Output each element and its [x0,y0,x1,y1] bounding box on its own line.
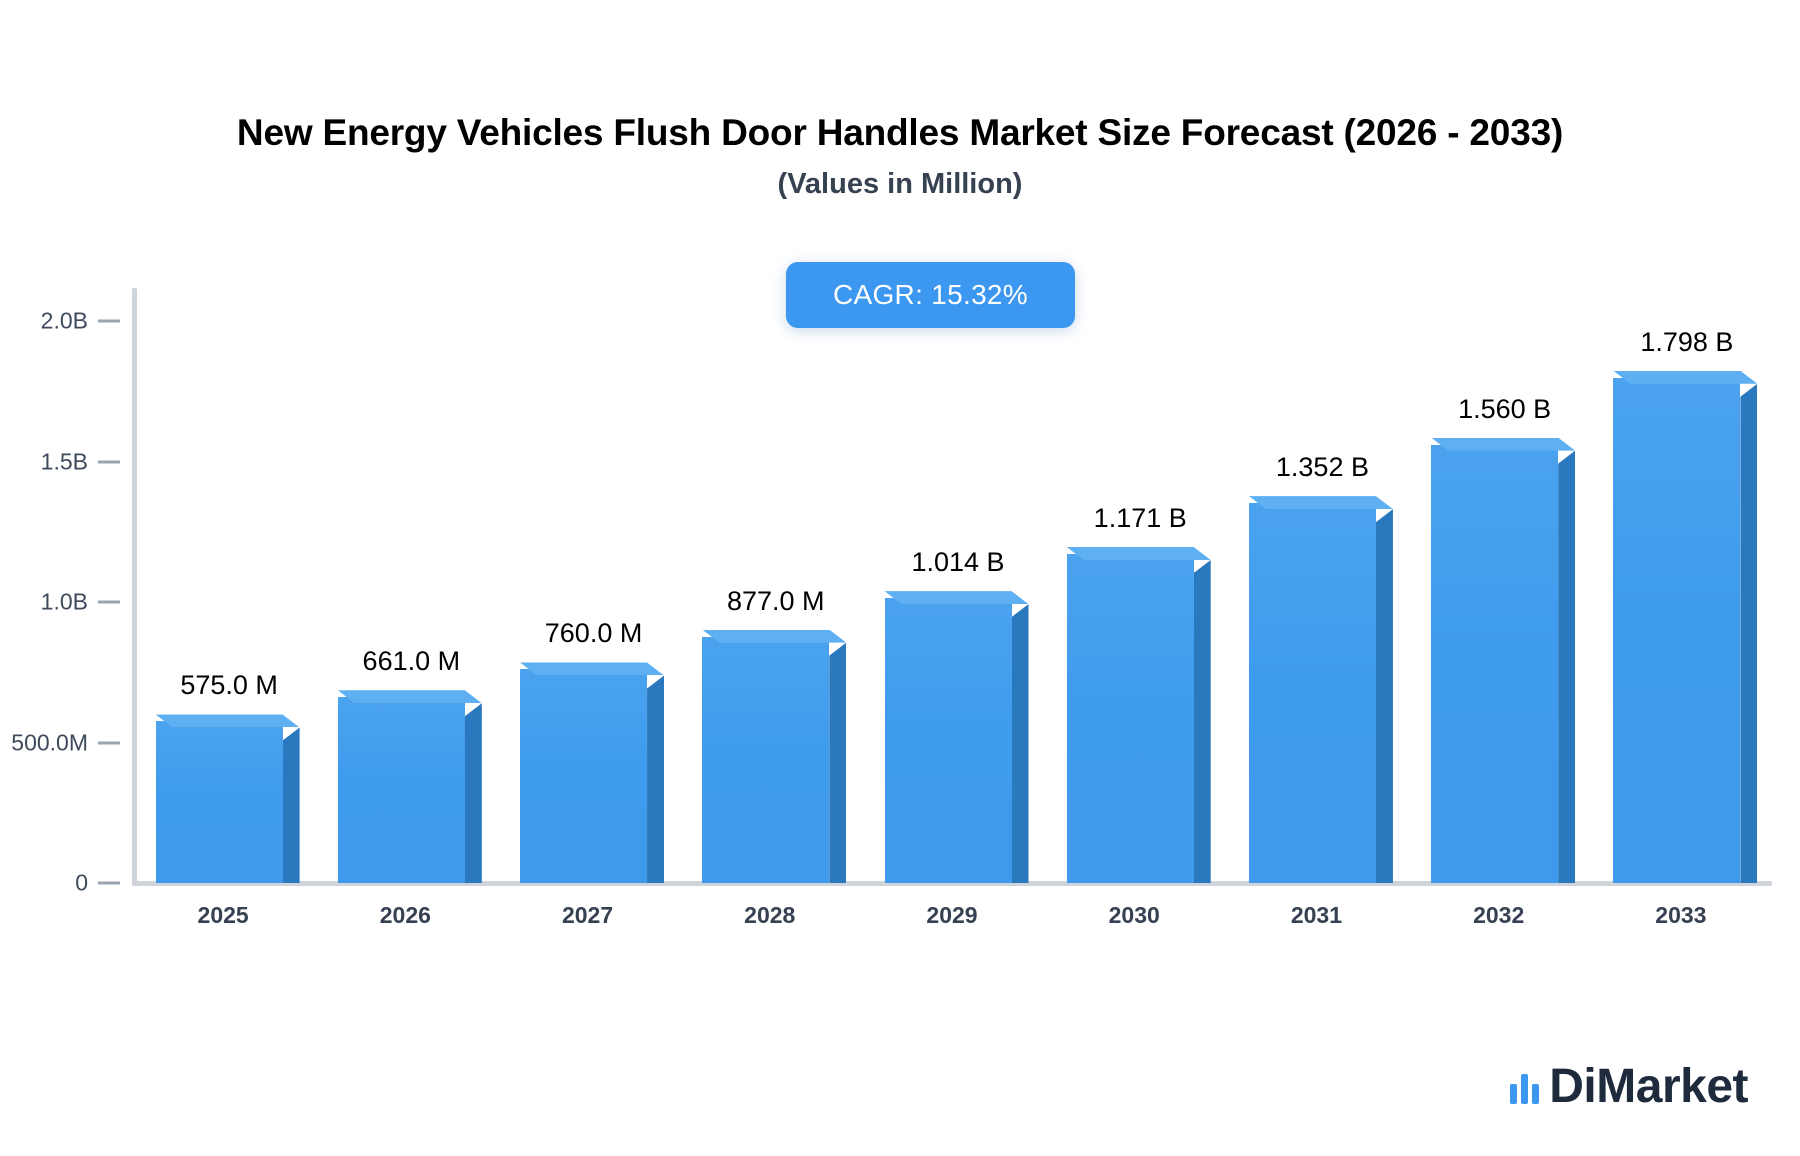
bar-2029: 1.014 B [884,547,1029,883]
bar-2026: 661.0 M [337,646,482,883]
bar-value-label: 661.0 M [362,646,461,677]
bar-2025: 575.0 M [155,670,300,883]
bar-side-face [1740,383,1758,883]
bar-side-face [1558,450,1576,883]
x-axis-line [132,881,1772,886]
y-tick-dash [98,881,120,885]
bar-top-face [1613,370,1758,384]
y-tick-label: 0 [75,869,88,896]
x-tick-label: 2030 [1108,902,1160,928]
y-tick-dash [98,600,120,604]
bar-front-face [702,636,830,883]
x-tick-label: 2028 [744,902,796,928]
y-tick-label: 1.5B [40,448,88,474]
bar-2031: 1.352 B [1248,452,1393,883]
bar-top-face [155,714,300,728]
x-tick-label: 2025 [197,902,249,928]
bar-side-face [282,727,300,883]
bar-top-face [337,690,482,704]
bar-value-label: 1.171 B [1093,502,1187,533]
bar-2033: 1.798 B [1613,327,1758,883]
x-tick-label: 2026 [379,902,431,928]
cagr-badge-label: CAGR: 15.32% [832,279,1029,310]
bar-side-face [1011,604,1029,883]
bar-top-face [1066,546,1211,560]
y-tick-dash [98,741,120,744]
bar-side-face [647,675,665,883]
y-axis-line [132,288,137,885]
bar-2027: 760.0 M [520,618,665,883]
y-tick-label: 2.0B [40,307,88,334]
bar-value-label: 1.014 B [911,547,1005,578]
bar-side-face [829,642,847,883]
plot-area: 575.0 M 661.0 M 760.0 M 877.0 M 1.014 B 1.171… [132,285,1772,885]
page-title: New Energy Vehicles Flush Door Handles M… [236,112,1564,153]
x-tick-label: 2027 [561,902,614,928]
y-tick-label: 1.0B [40,588,88,615]
bar-side-face [464,703,482,883]
y-tick-dash [98,460,120,463]
x-tick-label: 2033 [1655,902,1707,928]
x-tick-label: 2032 [1473,902,1525,928]
bar-2032: 1.560 B [1431,394,1576,883]
bars-logo-icon [1510,1070,1540,1104]
bar-top-face [702,629,847,643]
bar-top-face [1431,437,1576,451]
bar-value-label: 760.0 M [544,618,643,649]
x-tick-label: 2031 [1290,902,1343,928]
bar-front-face [1431,444,1559,883]
bar-2030: 1.171 B [1066,503,1211,883]
bar-top-face [884,591,1029,605]
bar-value-label: 1.352 B [1275,452,1369,483]
chart-subtitle: (Values in Million) [777,168,1023,200]
cagr-badge: CAGR: 15.32% [786,262,1075,328]
bar-front-face [155,721,283,883]
bar-front-face [1613,377,1741,883]
bar-2028: 877.0 M [702,586,847,883]
bar-value-label: 575.0 M [180,670,278,701]
bar-top-face [1248,496,1393,510]
bar-front-face [1066,553,1194,883]
bar-front-face [884,598,1012,883]
bar-front-face [1248,503,1376,883]
bar-value-label: 1.798 B [1640,326,1734,357]
bar-value-label: 877.0 M [726,585,825,616]
bar-top-face [520,662,665,676]
bar-side-face [1193,559,1211,883]
bar-front-face [520,669,648,883]
y-tick-dash [98,319,120,323]
x-tick-label: 2029 [926,902,978,928]
logo-text: DiMarket [1549,1060,1748,1113]
bar-value-label: 1.560 B [1458,393,1552,424]
dimarket-logo: DiMarket [1510,1059,1748,1114]
y-tick-label: 500.0M [11,729,88,755]
bar-front-face [337,697,465,883]
bar-side-face [1375,509,1393,883]
